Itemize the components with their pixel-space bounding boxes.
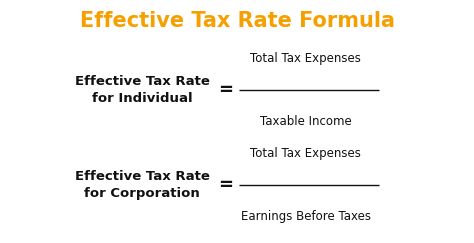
Text: Total Tax Expenses: Total Tax Expenses (250, 52, 361, 65)
Text: Total Tax Expenses: Total Tax Expenses (250, 147, 361, 160)
Text: Taxable Income: Taxable Income (260, 115, 352, 128)
Text: Effective Tax Rate
for Corporation: Effective Tax Rate for Corporation (75, 170, 210, 200)
Text: =: = (218, 176, 233, 194)
Text: Effective Tax Rate Formula: Effective Tax Rate Formula (80, 11, 394, 31)
Text: Earnings Before Taxes: Earnings Before Taxes (241, 210, 371, 223)
Text: Effective Tax Rate
for Individual: Effective Tax Rate for Individual (75, 75, 210, 105)
Text: =: = (218, 81, 233, 99)
